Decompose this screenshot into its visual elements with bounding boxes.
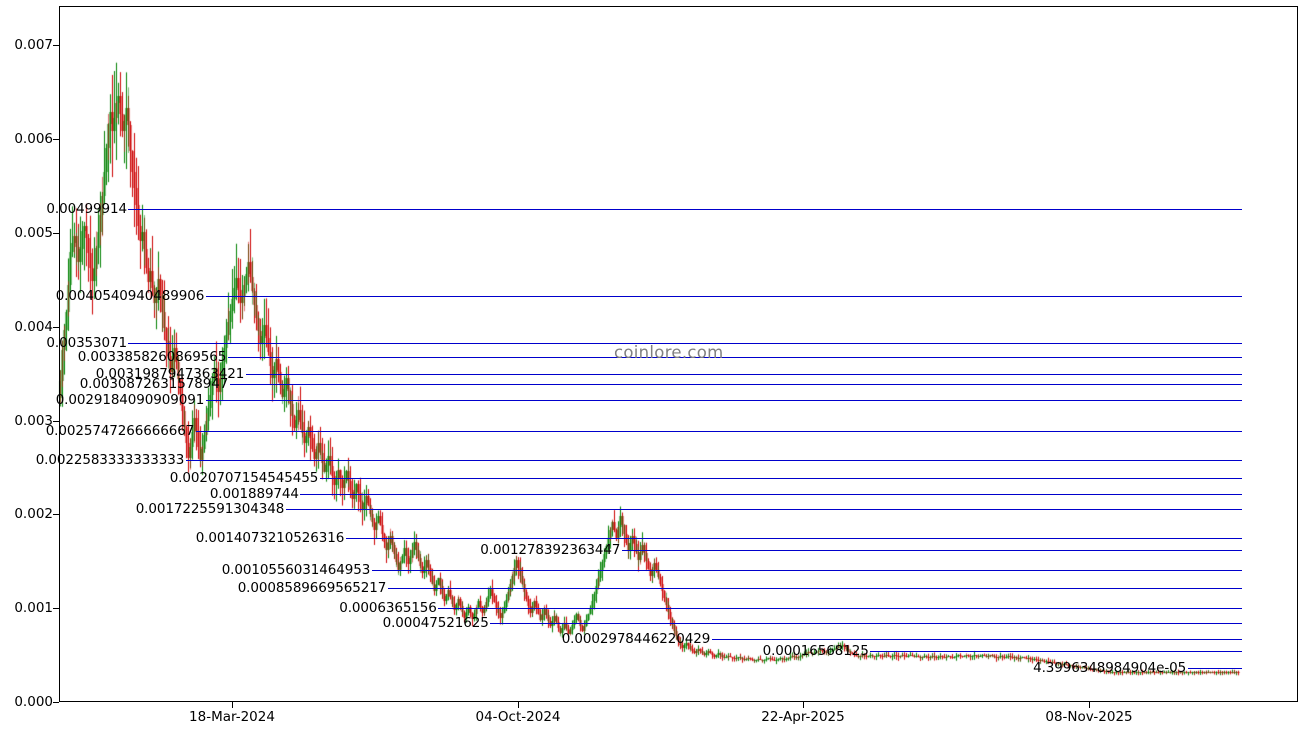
level-label: 0.0029184090909091 — [55, 392, 205, 408]
level-label: 0.00499914 — [46, 201, 127, 217]
level-line — [372, 570, 1242, 571]
level-label: 0.0033858260869565 — [77, 349, 227, 365]
level-line — [196, 431, 1242, 432]
x-tick-mark — [1089, 702, 1090, 708]
level-label: 0.0017225591304348 — [135, 501, 285, 517]
level-line — [388, 588, 1242, 589]
level-line — [712, 639, 1242, 640]
y-tick-mark — [53, 514, 59, 516]
y-tick-mark — [53, 326, 59, 328]
level-line — [300, 494, 1242, 495]
level-label: 0.0031987947363421 — [95, 366, 245, 382]
x-tick-mark — [232, 702, 233, 708]
x-tick-mark — [518, 702, 519, 708]
level-label: 0.0030872631578947 — [79, 376, 229, 392]
level-label: 0.0025747266666667 — [45, 423, 195, 439]
plot-frame — [59, 6, 1298, 702]
level-line — [346, 538, 1242, 539]
level-line — [246, 374, 1242, 375]
level-label: 0.0040540940489906 — [55, 288, 205, 304]
level-line — [128, 209, 1242, 210]
level-line — [622, 550, 1242, 551]
level-label: 0.0022583333333333 — [35, 452, 185, 468]
level-line — [490, 623, 1242, 624]
y-tick-mark — [53, 420, 59, 422]
level-line — [206, 296, 1242, 297]
level-line — [186, 460, 1242, 461]
level-line — [438, 608, 1242, 609]
level-line — [320, 478, 1242, 479]
level-line — [230, 384, 1242, 385]
level-line — [128, 343, 1242, 344]
level-label: 0.001889744 — [209, 486, 299, 502]
level-label: 0.00353071 — [46, 335, 127, 351]
level-label: 0.0002978446220429 — [561, 631, 711, 647]
x-tick-label: 22-Apr-2025 — [761, 709, 845, 725]
level-label: 0.0006365156 — [339, 600, 437, 616]
level-line — [1188, 668, 1242, 669]
level-label: 0.0010556031464953 — [221, 562, 371, 578]
level-line — [206, 400, 1242, 401]
level-label: 0.0014073210526316 — [195, 530, 345, 546]
y-tick-mark — [53, 232, 59, 234]
x-tick-label: 08-Nov-2025 — [1045, 709, 1133, 725]
y-tick-mark — [53, 139, 59, 141]
x-tick-label: 04-Oct-2024 — [475, 709, 561, 725]
level-label: 0.00016568125 — [762, 643, 869, 659]
level-label: 0.001278392363447 — [480, 542, 621, 558]
level-label: 0.0020707154545455 — [169, 470, 319, 486]
y-tick-mark — [53, 45, 59, 47]
level-line — [228, 357, 1242, 358]
x-tick-label: 18-Mar-2024 — [189, 709, 275, 725]
y-tick-mark — [53, 608, 59, 610]
watermark-coinlore: coinlore.com — [614, 343, 724, 362]
level-label: 0.00047521625 — [382, 615, 489, 631]
x-tick-mark — [803, 702, 804, 708]
level-line — [870, 651, 1242, 652]
y-tick-mark — [53, 702, 59, 703]
level-line — [286, 509, 1242, 510]
level-label: 0.0008589669565217 — [237, 580, 387, 596]
level-label: 4.3996348984904e-05 — [1033, 660, 1187, 676]
